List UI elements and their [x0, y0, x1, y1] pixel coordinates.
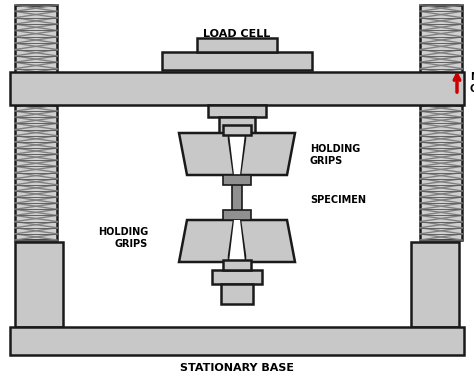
Bar	[15, 5, 57, 75]
Text: SPECIMEN: SPECIMEN	[310, 195, 366, 205]
Text: LOAD CELL: LOAD CELL	[203, 29, 271, 39]
Polygon shape	[240, 133, 295, 175]
Bar	[223, 125, 251, 135]
Bar	[420, 105, 462, 240]
Bar	[162, 52, 312, 70]
Bar	[223, 210, 251, 220]
Bar	[15, 105, 57, 240]
Bar	[197, 38, 277, 52]
Text: MOVING
CROSSHEAD: MOVING CROSSHEAD	[470, 72, 474, 94]
Text: HOLDING
GRIPS: HOLDING GRIPS	[98, 227, 148, 249]
Bar	[223, 175, 251, 185]
Bar	[10, 327, 464, 355]
Bar	[208, 105, 266, 117]
Bar	[221, 284, 253, 304]
Polygon shape	[179, 220, 234, 262]
Text: HOLDING
GRIPS: HOLDING GRIPS	[310, 144, 360, 166]
Bar	[10, 72, 464, 105]
Text: STATIONARY BASE: STATIONARY BASE	[180, 363, 294, 373]
Polygon shape	[179, 133, 234, 175]
Polygon shape	[240, 220, 295, 262]
Bar	[15, 242, 63, 327]
Bar	[219, 117, 255, 133]
Bar	[411, 242, 459, 327]
Bar	[232, 175, 242, 220]
Polygon shape	[229, 133, 245, 175]
Bar	[212, 270, 262, 284]
Polygon shape	[229, 220, 245, 262]
Bar	[420, 5, 462, 75]
Bar	[223, 260, 251, 270]
